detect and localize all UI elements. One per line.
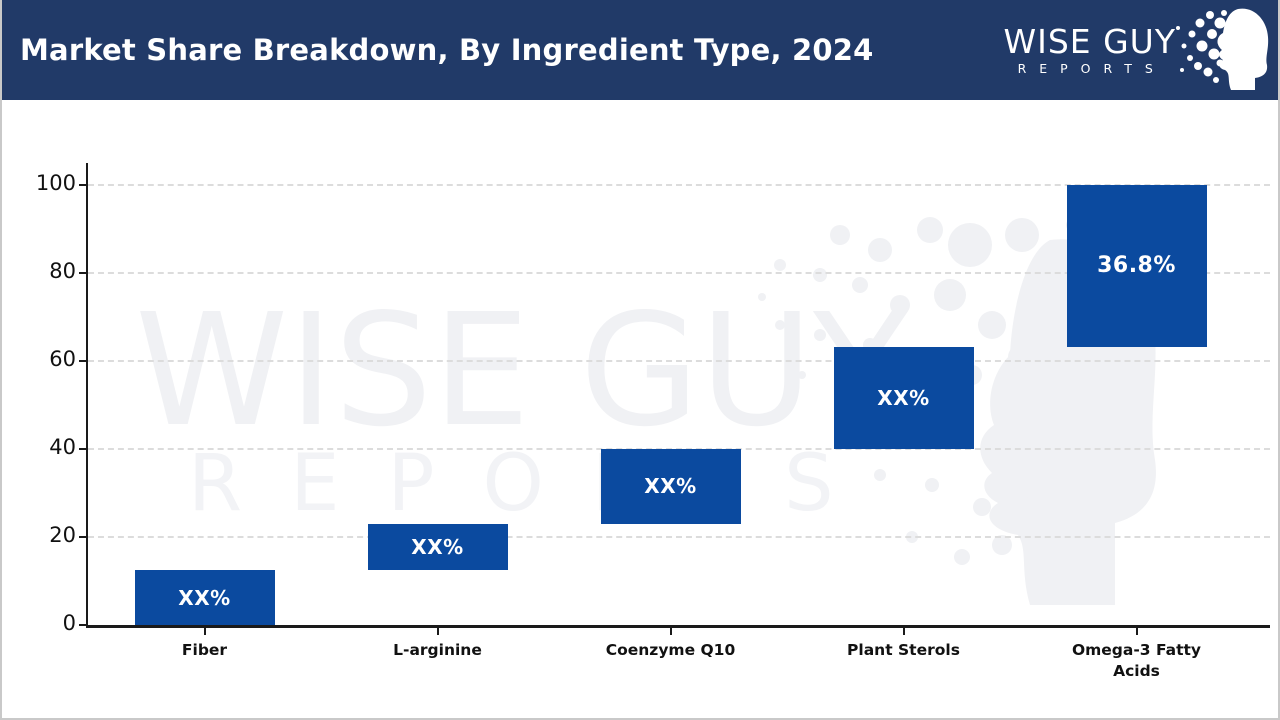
logo-subtitle: REPORTS: [1017, 60, 1166, 76]
y-tick-mark: [79, 448, 87, 450]
y-tick-label: 40: [49, 435, 76, 459]
category-label-l-arginine: L-arginine: [393, 641, 482, 659]
watermark-wordmark: WISE GUY: [135, 280, 908, 461]
y-tick-label: 20: [49, 523, 76, 547]
header-bar: Market Share Breakdown, By Ingredient Ty…: [0, 0, 1280, 100]
bar-l-arginine: XX%: [367, 523, 508, 570]
gridline-80: [88, 272, 1270, 274]
bar-value-label: XX%: [178, 585, 231, 610]
y-tick-label: 60: [49, 347, 76, 371]
bar-value-label: 36.8%: [1097, 253, 1176, 279]
y-tick-label: 0: [62, 611, 76, 635]
gridline-100: [88, 184, 1270, 186]
category-label-omega-3-fatty-acids: Omega-3 Fatty Acids: [1071, 641, 1202, 680]
bar-value-label: XX%: [411, 534, 464, 559]
gridline-60: [88, 360, 1270, 362]
head-profile-logo-icon: [1176, 6, 1272, 94]
y-tick-mark: [79, 536, 87, 538]
bar-value-label: XX%: [877, 385, 930, 410]
bar-value-label: XX%: [644, 474, 697, 499]
logo-text: WISE GUY REPORTS: [1003, 25, 1176, 76]
y-tick-mark: [79, 624, 87, 626]
y-tick-mark: [79, 360, 87, 362]
y-axis-line: [86, 163, 88, 628]
y-tick-mark: [79, 184, 87, 186]
logo-wordmark: WISE GUY: [1003, 21, 1176, 61]
x-axis-line: [86, 625, 1270, 628]
x-tick-mark: [1135, 628, 1138, 635]
x-tick-mark: [436, 628, 439, 635]
page-title: Market Share Breakdown, By Ingredient Ty…: [20, 33, 874, 67]
y-tick-mark: [79, 272, 87, 274]
bar-coenzyme-q10: XX%: [600, 449, 741, 524]
y-tick-label: 100: [35, 171, 76, 195]
category-label-coenzyme-q10: Coenzyme Q10: [605, 641, 736, 659]
gridline-20: [88, 536, 1270, 538]
x-tick-mark: [902, 628, 905, 635]
y-tick-label: 80: [49, 259, 76, 283]
category-label-plant-sterols: Plant Sterols: [847, 641, 960, 659]
x-tick-mark: [203, 628, 206, 635]
bar-fiber: XX%: [134, 570, 275, 625]
bar-omega-3-fatty-acids: 36.8%: [1066, 185, 1207, 347]
bar-plant-sterols: XX%: [833, 346, 974, 449]
x-tick-mark: [669, 628, 672, 635]
category-label-fiber: Fiber: [181, 641, 228, 659]
wise-guy-logo: WISE GUY REPORTS: [1003, 6, 1272, 94]
